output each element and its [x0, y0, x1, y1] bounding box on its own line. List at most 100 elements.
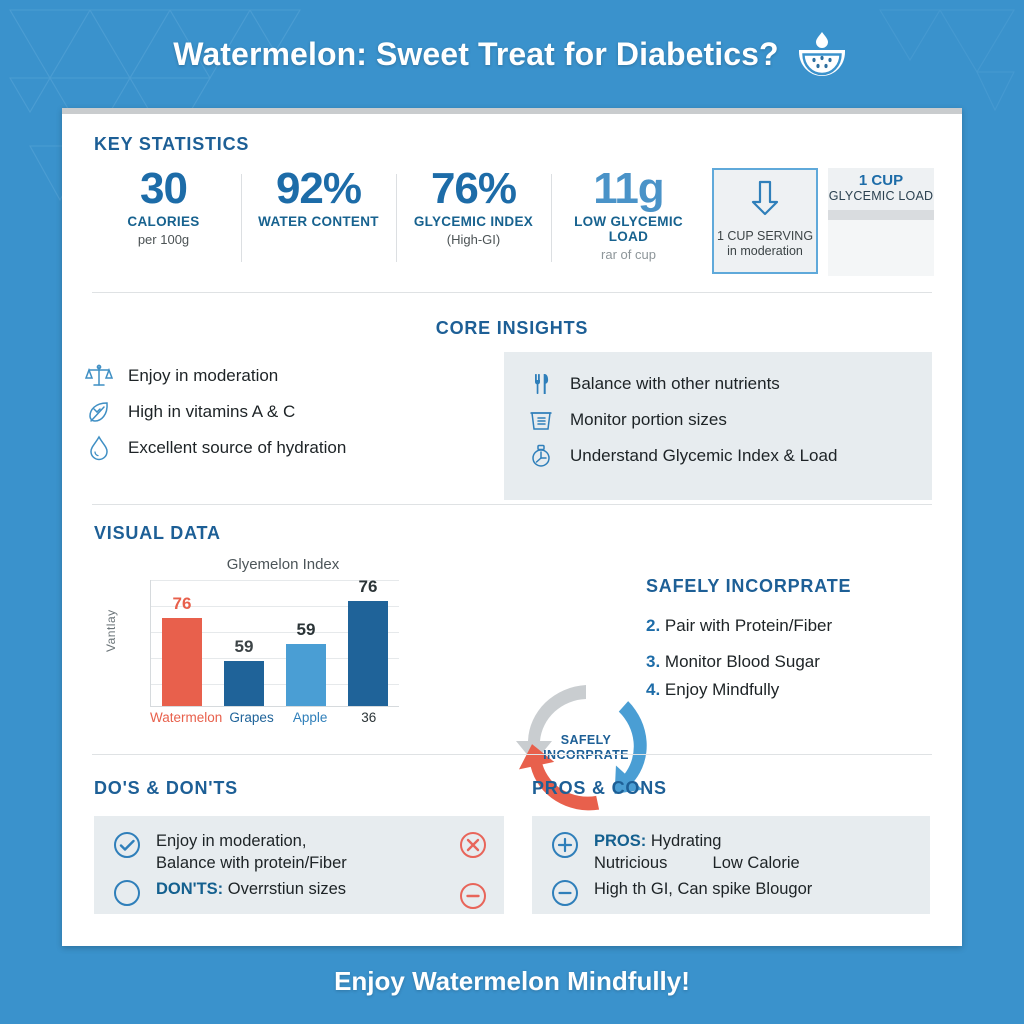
insight-item-glycemic-index-load: Understand Glycemic Index & Load [526, 438, 932, 474]
chart-gridline [151, 606, 399, 607]
chart-bar-value: 59 [296, 620, 316, 639]
measuring-cup-icon [526, 405, 556, 435]
balance-scales-icon [84, 361, 114, 391]
chart-x-axis-labels: Watermelon Grapes Apple 36 [150, 710, 398, 725]
cons-row: High th GI, Can spike Blougor [550, 878, 910, 908]
divider-key-statistics [92, 292, 932, 293]
chart-x-label: Watermelon [150, 710, 223, 725]
insight-item-vitamins: High in vitamins A & C [84, 394, 484, 430]
cycle-center-line1: SAFELY [560, 733, 612, 747]
donts-label: DON'TS: [156, 880, 224, 898]
safely-list-item: 4. Enjoy Mindfully [646, 680, 946, 700]
chart-bar-value: 76 [172, 594, 192, 613]
divider-visual-data [92, 754, 932, 755]
serving-card[interactable]: 1 CUP SERVING in moderation [712, 168, 818, 274]
pros-value: Hydrating [650, 832, 722, 850]
chart-bars: 76 59 59 76 [151, 577, 399, 706]
bar-chart: Glyemelon Index Vantlay 76 59 59 [104, 556, 408, 736]
core-insights-right-panel: Balance with other nutrients Monitor [504, 352, 932, 500]
insight-item-hydration: Excellent source of hydration [84, 430, 484, 466]
serving-card-line2: in moderation [727, 244, 803, 258]
main-content-card: KEY STATISTICS 30 CALORIES per 100g 92% … [62, 108, 962, 946]
insight-item-balance-nutrients: Balance with other nutrients [526, 366, 932, 402]
safely-list-label: Monitor Blood Sugar [664, 652, 820, 671]
chart-bar-slot: 76 [337, 577, 399, 706]
stat-low-glycemic-load: 11g LOW GLYCEMIC LOAD rar of cup [551, 166, 706, 276]
glycemic-load-card-body [828, 220, 934, 276]
cycle-center-label: SAFELY INCORPRATE [486, 733, 686, 763]
safely-list-number: 4. [646, 680, 661, 699]
water-drop-icon [84, 433, 114, 463]
stat-label: LOW GLYCEMIC LOAD [574, 214, 683, 244]
key-statistics-row: 30 CALORIES per 100g 92% WATER CONTENT 7… [86, 166, 706, 276]
down-arrow-icon [748, 178, 782, 223]
stat-water-content: 92% WATER CONTENT [241, 166, 396, 276]
safely-incorporate-cycle-diagram: SAFELY INCORPRATE [486, 663, 686, 833]
glycemic-load-card-shadow [828, 210, 934, 220]
safely-list-number: 2. [646, 616, 661, 635]
donts-value: Overrstiun sizes [227, 880, 347, 898]
chart-x-label: Grapes [229, 710, 274, 725]
chart-bar [224, 661, 264, 706]
stat-sublabel: (High-GI) [446, 232, 501, 247]
dos-line2: Balance with protein/Fiber [156, 854, 347, 872]
stat-value: 30 [140, 164, 188, 213]
page-title-text: Watermelon: Sweet Treat for Diabetics? [173, 35, 779, 72]
stat-value: 76% [430, 164, 517, 213]
stat-label: CALORIES [127, 214, 200, 229]
cycle-segment-red [518, 744, 600, 811]
pros-text: PROS: Hydrating Nutricious Low Calorie [594, 830, 800, 874]
insight-item-label: Understand Glycemic Index & Load [570, 446, 838, 465]
pros-cons-panel: PROS: Hydrating Nutricious Low Calorie H… [532, 816, 930, 914]
cycle-segment-gray [516, 685, 586, 763]
insight-item-label: Excellent source of hydration [128, 438, 347, 457]
chart-gridline [151, 580, 399, 581]
card-top-accent [62, 108, 962, 114]
chart-title: Glyemelon Index [226, 556, 340, 573]
stat-label: WATER CONTENT [258, 214, 379, 229]
chart-bar [348, 601, 388, 706]
donts-row: DON'TS: Overrstiun sizes [112, 878, 412, 908]
stat-value: 11g [593, 164, 664, 213]
stat-sublabel: rar of cup [601, 247, 656, 262]
circle-minus-icon [458, 881, 488, 916]
section-heading-key-statistics: KEY STATISTICS [94, 134, 250, 154]
circle-empty-icon [112, 878, 142, 908]
chart-gridline [151, 632, 399, 633]
chart-gridline [151, 658, 399, 659]
page-title: Watermelon: Sweet Treat for Diabetics? [0, 28, 1024, 80]
stat-calories: 30 CALORIES per 100g [86, 166, 241, 276]
leaf-icon [84, 397, 114, 427]
pros-row: PROS: Hydrating Nutricious Low Calorie [550, 830, 910, 874]
stat-glycemic-index: 76% GLYCEMIC INDEX (High-GI) [396, 166, 551, 276]
dos-donts-panel: Enjoy in moderation, Balance with protei… [94, 816, 504, 914]
chart-gridline [151, 684, 399, 685]
serving-card-line1: 1 CUP SERVING [716, 229, 814, 243]
circle-check-icon [112, 830, 142, 860]
safely-list-label: Pair with Protein/Fiber [664, 616, 833, 635]
safely-list-item: 2. Pair with Protein/Fiber [646, 616, 946, 636]
insight-item-portion-sizes: Monitor portion sizes [526, 402, 932, 438]
section-heading-safely-incorporate: SAFELY INCORPRATE [646, 576, 852, 596]
gauge-icon [526, 441, 556, 471]
insight-item-label: Enjoy in moderation [128, 366, 279, 385]
insight-item-label: High in vitamins A & C [128, 402, 296, 421]
safely-list-label: Enjoy Mindfully [664, 680, 780, 699]
glycemic-load-card-subtitle: GLYCEMIC LOAD [828, 189, 934, 203]
chart-y-axis-label: Vantlay [104, 609, 118, 652]
dos-row: Enjoy in moderation, Balance with protei… [112, 830, 412, 874]
circle-minus-icon [550, 878, 580, 908]
circle-x-icon [458, 830, 488, 865]
section-heading-visual-data: VISUAL DATA [94, 523, 221, 543]
glycemic-load-card[interactable]: 1 CUP GLYCEMIC LOAD [828, 168, 934, 210]
insight-item-label: Balance with other nutrients [570, 374, 780, 393]
pros-extra-2: Low Calorie [712, 854, 800, 872]
stat-value: 92% [275, 164, 362, 213]
chart-bar [286, 644, 326, 706]
dos-text: Enjoy in moderation, Balance with protei… [156, 830, 347, 874]
safely-incorporate-list: 2. Pair with Protein/Fiber 3. Monitor Bl… [646, 616, 946, 716]
dos-line1: Enjoy in moderation, [156, 832, 307, 850]
cons-text: High th GI, Can spike Blougor [594, 880, 813, 898]
chart-bar [162, 618, 202, 706]
safely-list-number: 3. [646, 652, 661, 671]
